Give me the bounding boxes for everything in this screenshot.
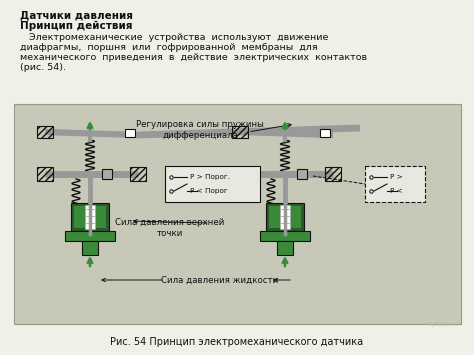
Text: диафрагмы,  поршня  или  гофрированной  мембраны  для: диафрагмы, поршня или гофрированной мемб… (20, 43, 318, 52)
Bar (71, 203, 109, 231)
Bar (232, 126, 248, 138)
Bar (85, 205, 95, 229)
Bar (266, 203, 304, 231)
Bar (232, 167, 248, 181)
Bar (82, 241, 98, 255)
Bar (14, 104, 461, 324)
Bar (269, 206, 301, 228)
Text: MyShared: MyShared (427, 322, 458, 327)
Bar (165, 166, 260, 202)
Bar (65, 231, 115, 241)
Bar (365, 166, 425, 202)
Bar (325, 167, 341, 181)
Text: P < Порог: P < Порог (190, 188, 228, 194)
Bar (297, 169, 307, 179)
Bar (260, 231, 310, 241)
Bar (130, 167, 146, 181)
Text: P <: P < (390, 188, 403, 194)
Bar (320, 129, 330, 137)
Text: Рис. 54 Принцип электромеханического датчика: Рис. 54 Принцип электромеханического дат… (110, 337, 364, 347)
Bar (280, 205, 290, 229)
Text: (рис. 54).: (рис. 54). (20, 63, 66, 72)
Bar (74, 206, 106, 228)
Bar (277, 241, 293, 255)
Text: Регулировка силы пружины
дифференциала: Регулировка силы пружины дифференциала (136, 120, 264, 140)
Text: механического  приведения  в  действие  электрических  контактов: механического приведения в действие элек… (20, 53, 367, 62)
Text: Сила давления верхней
точки: Сила давления верхней точки (115, 218, 225, 238)
Text: Датчики давления: Датчики давления (20, 10, 133, 20)
Bar (37, 167, 53, 181)
Text: Принцип действия: Принцип действия (20, 21, 133, 31)
Bar (37, 126, 53, 138)
Text: P >: P > (390, 174, 403, 180)
Bar (125, 129, 135, 137)
Text: Электромеханические  устройства  используют  движение: Электромеханические устройства использую… (20, 33, 328, 42)
Text: Сила давления жидкости: Сила давления жидкости (161, 276, 279, 285)
Text: P > Порог.: P > Порог. (190, 174, 230, 180)
Bar (102, 169, 112, 179)
